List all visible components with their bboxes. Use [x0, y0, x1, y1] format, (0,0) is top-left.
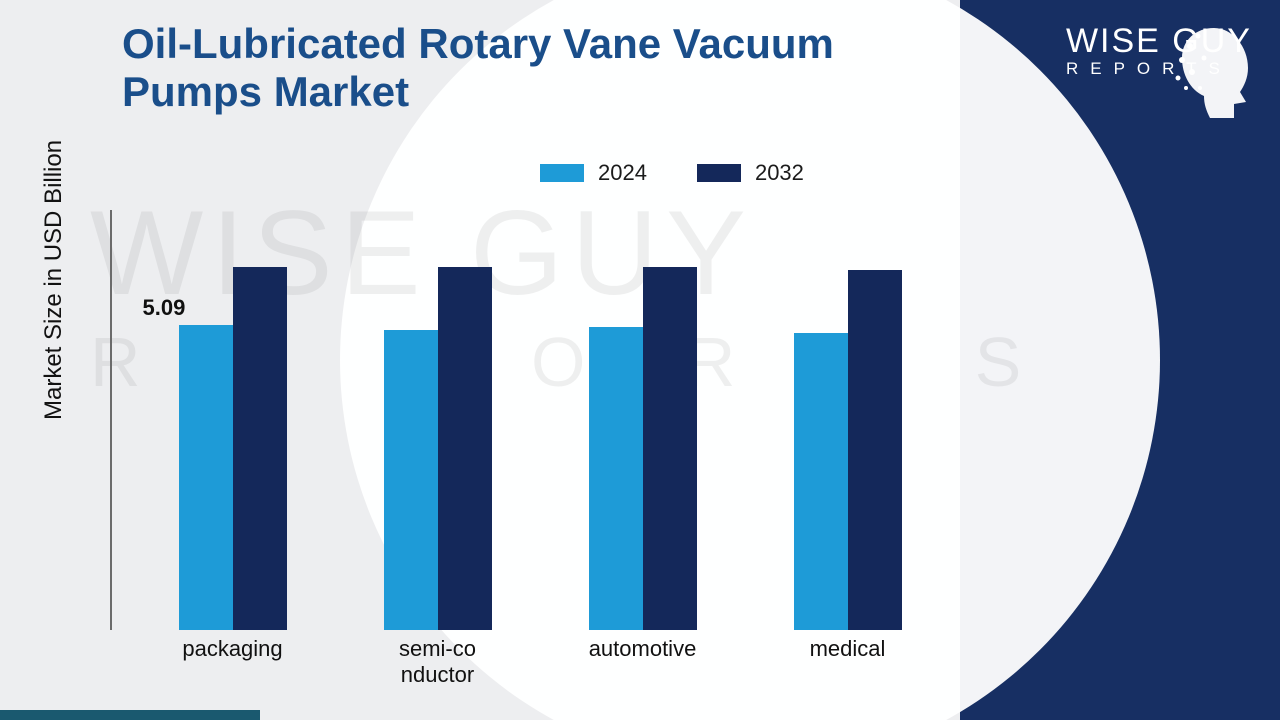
x-axis-label: medical	[778, 636, 918, 688]
x-axis-label: packaging	[163, 636, 303, 688]
bar-group	[589, 210, 697, 630]
legend-swatch	[697, 164, 741, 182]
bar	[643, 267, 697, 630]
legend-label: 2024	[598, 160, 647, 186]
bar-value-label: 5.09	[143, 295, 186, 321]
bar	[233, 267, 287, 630]
x-axis-label: automotive	[573, 636, 713, 688]
bar	[179, 325, 233, 630]
brand-line1: WISE GUY	[1066, 24, 1252, 58]
y-axis-label: Market Size in USD Billion	[40, 140, 68, 420]
stage: WISE GUY R E P O R T S WISE GUY REPORTS …	[0, 0, 1280, 720]
chart-plot-area: 5.09	[110, 210, 950, 630]
brand-line2: REPORTS	[1066, 60, 1252, 77]
legend-item: 2024	[540, 160, 647, 186]
legend-swatch	[540, 164, 584, 182]
bar	[438, 267, 492, 630]
bar	[589, 327, 643, 630]
legend-label: 2032	[755, 160, 804, 186]
x-axis-labels: packaging semi-conductor automotive medical	[130, 636, 950, 688]
bottom-accent-bar	[0, 710, 260, 720]
bar-group: 5.09	[179, 210, 287, 630]
legend: 2024 2032	[540, 160, 804, 186]
brand-logo: WISE GUY REPORTS	[1066, 24, 1252, 77]
bar	[794, 333, 848, 630]
chart-title: Oil-Lubricated Rotary Vane Vacuum Pumps …	[122, 20, 882, 117]
y-axis-line	[110, 210, 112, 630]
bar-group	[794, 210, 902, 630]
x-axis-label: semi-conductor	[368, 636, 508, 688]
bar	[384, 330, 438, 630]
legend-item: 2032	[697, 160, 804, 186]
bar	[848, 270, 902, 630]
bar-groups: 5.09	[130, 210, 950, 630]
bar-group	[384, 210, 492, 630]
